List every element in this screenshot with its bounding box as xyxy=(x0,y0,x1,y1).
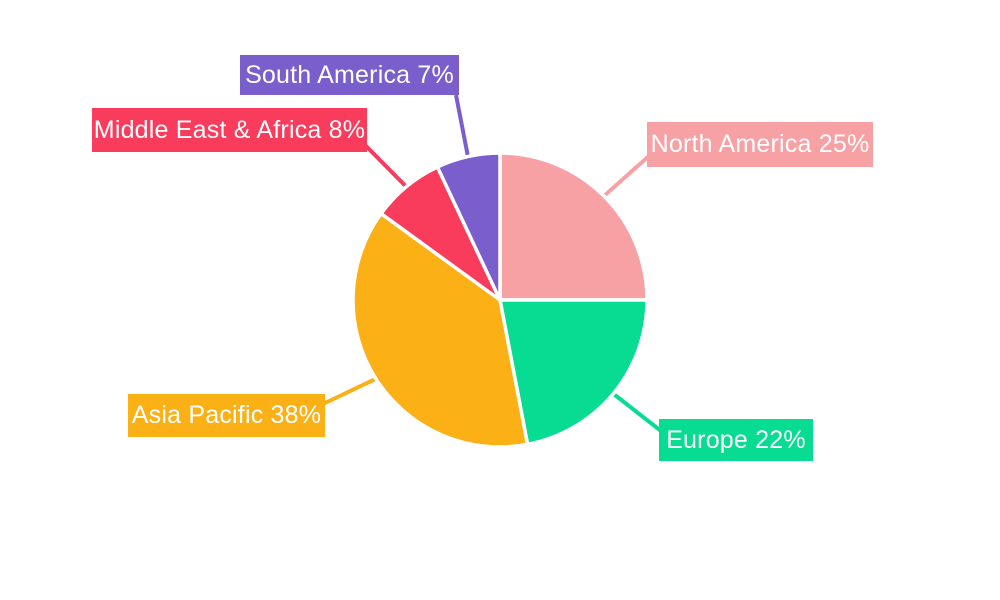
callout-label-south-america: South America 7% xyxy=(240,55,459,95)
callout-label-north-america: North America 25% xyxy=(647,122,873,167)
pie-slice-europe xyxy=(497,298,649,447)
pie-slice-south-america xyxy=(435,151,502,301)
pie-slice-north-america xyxy=(498,151,649,302)
callout-label-europe-text: Europe 22% xyxy=(666,425,806,454)
callout-label-asia-pacific-text: Asia Pacific 38% xyxy=(131,401,322,429)
callout-label-middle-east-africa: Middle East & Africa 8% xyxy=(92,108,367,152)
leader-line-middle-east-africa xyxy=(362,142,408,189)
callout-label-north-america-text: North America 25% xyxy=(650,130,870,158)
callout-label-asia-pacific: Asia Pacific 38% xyxy=(128,394,325,437)
leader-line-north-america xyxy=(602,153,652,198)
leader-lines xyxy=(322,94,663,433)
callout-label-south-america-text: South America 7% xyxy=(245,60,454,89)
callout-label-europe: Europe 22% xyxy=(659,419,813,461)
pie-slice-asia-pacific xyxy=(351,211,530,449)
callout-label-middle-east-africa-text: Middle East & Africa 8% xyxy=(93,115,366,144)
leader-line-asia-pacific xyxy=(322,376,377,406)
pie-slices xyxy=(351,151,649,449)
leader-line-europe xyxy=(612,392,663,433)
leader-line-south-america xyxy=(454,94,470,157)
